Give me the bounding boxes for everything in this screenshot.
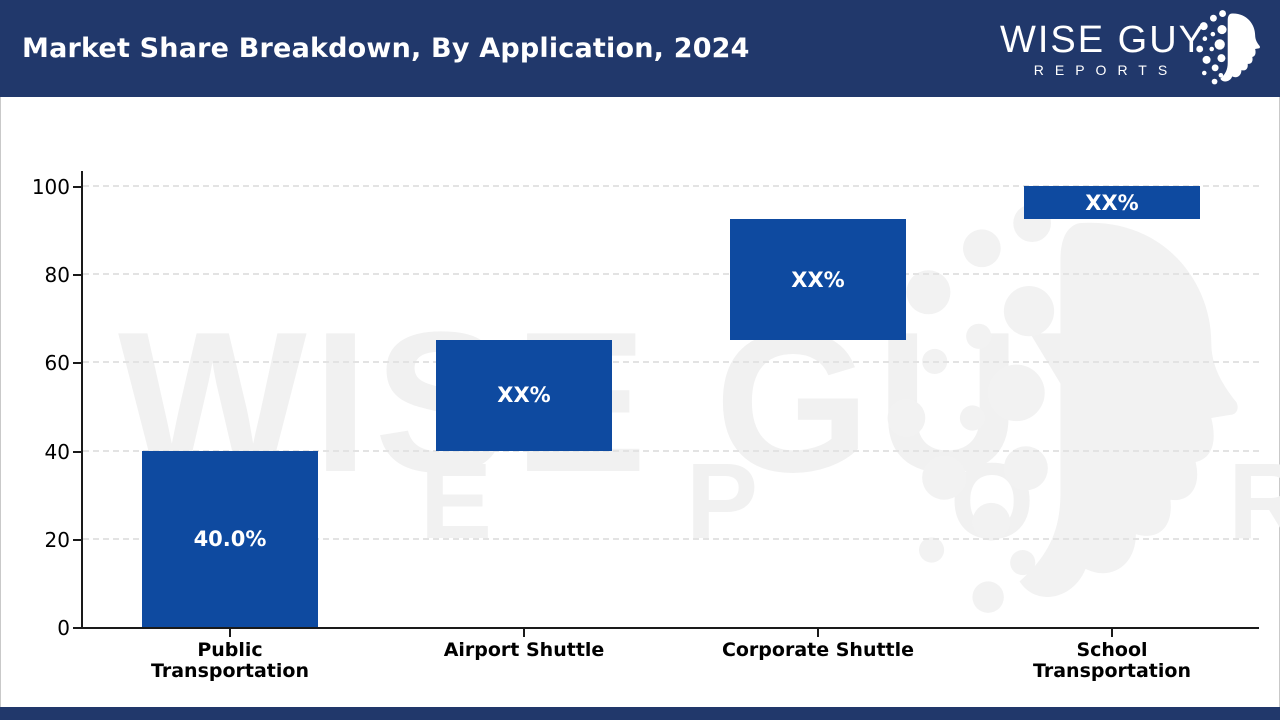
- y-tick-mark: [73, 627, 81, 629]
- bar-4: XX%: [1024, 186, 1200, 220]
- x-axis-label: School Transportation: [1032, 639, 1191, 682]
- gridline-y60: [83, 361, 1259, 364]
- header-bar: Market Share Breakdown, By Application, …: [0, 0, 1280, 97]
- bar-1: 40.0%: [142, 450, 318, 627]
- y-tick-label: 60: [44, 351, 70, 376]
- brand-subname: REPORTS: [1033, 62, 1179, 78]
- brand-name: WISE GUY: [999, 19, 1206, 61]
- brand-face-icon: [1196, 10, 1260, 85]
- bar-value-label: 40.0%: [193, 526, 267, 551]
- bar-value-label: XX%: [791, 267, 845, 292]
- bar-3: XX%: [730, 219, 906, 341]
- brand-logo-text: WISE GUY REPORTS: [1000, 20, 1206, 78]
- x-tick-mark: [1111, 629, 1113, 637]
- x-tick-mark: [817, 629, 819, 637]
- x-tick-mark: [523, 629, 525, 637]
- footer-bar: [0, 707, 1280, 720]
- bar-value-label: XX%: [1085, 190, 1139, 215]
- y-tick-mark: [73, 538, 81, 541]
- gridline-y20: [83, 537, 1259, 540]
- gridline-y100: [83, 185, 1259, 187]
- bar-2: XX%: [436, 340, 612, 451]
- y-tick-label: 40: [44, 439, 70, 464]
- gridline-y40: [83, 449, 1259, 452]
- y-tick-mark: [73, 186, 81, 188]
- gridline-y80: [83, 273, 1259, 276]
- y-axis-line: [81, 170, 83, 629]
- x-axis-label: Public Transportation: [150, 639, 309, 682]
- y-tick-mark: [73, 450, 81, 453]
- y-tick-label: 0: [57, 616, 70, 640]
- x-axis-label: Corporate Shuttle: [721, 639, 915, 661]
- page-title: Market Share Breakdown, By Application, …: [22, 33, 750, 64]
- x-axis-label: Airport Shuttle: [443, 639, 605, 661]
- x-tick-mark: [229, 629, 231, 637]
- y-tick-label: 20: [44, 527, 70, 552]
- x-axis-line: [81, 627, 1259, 629]
- y-tick-mark: [73, 362, 81, 365]
- y-tick-label: 100: [31, 175, 70, 199]
- brand-logo: WISE GUY REPORTS: [1000, 8, 1266, 90]
- y-tick-mark: [73, 274, 81, 277]
- bar-value-label: XX%: [497, 383, 551, 408]
- y-tick-label: 80: [44, 263, 70, 288]
